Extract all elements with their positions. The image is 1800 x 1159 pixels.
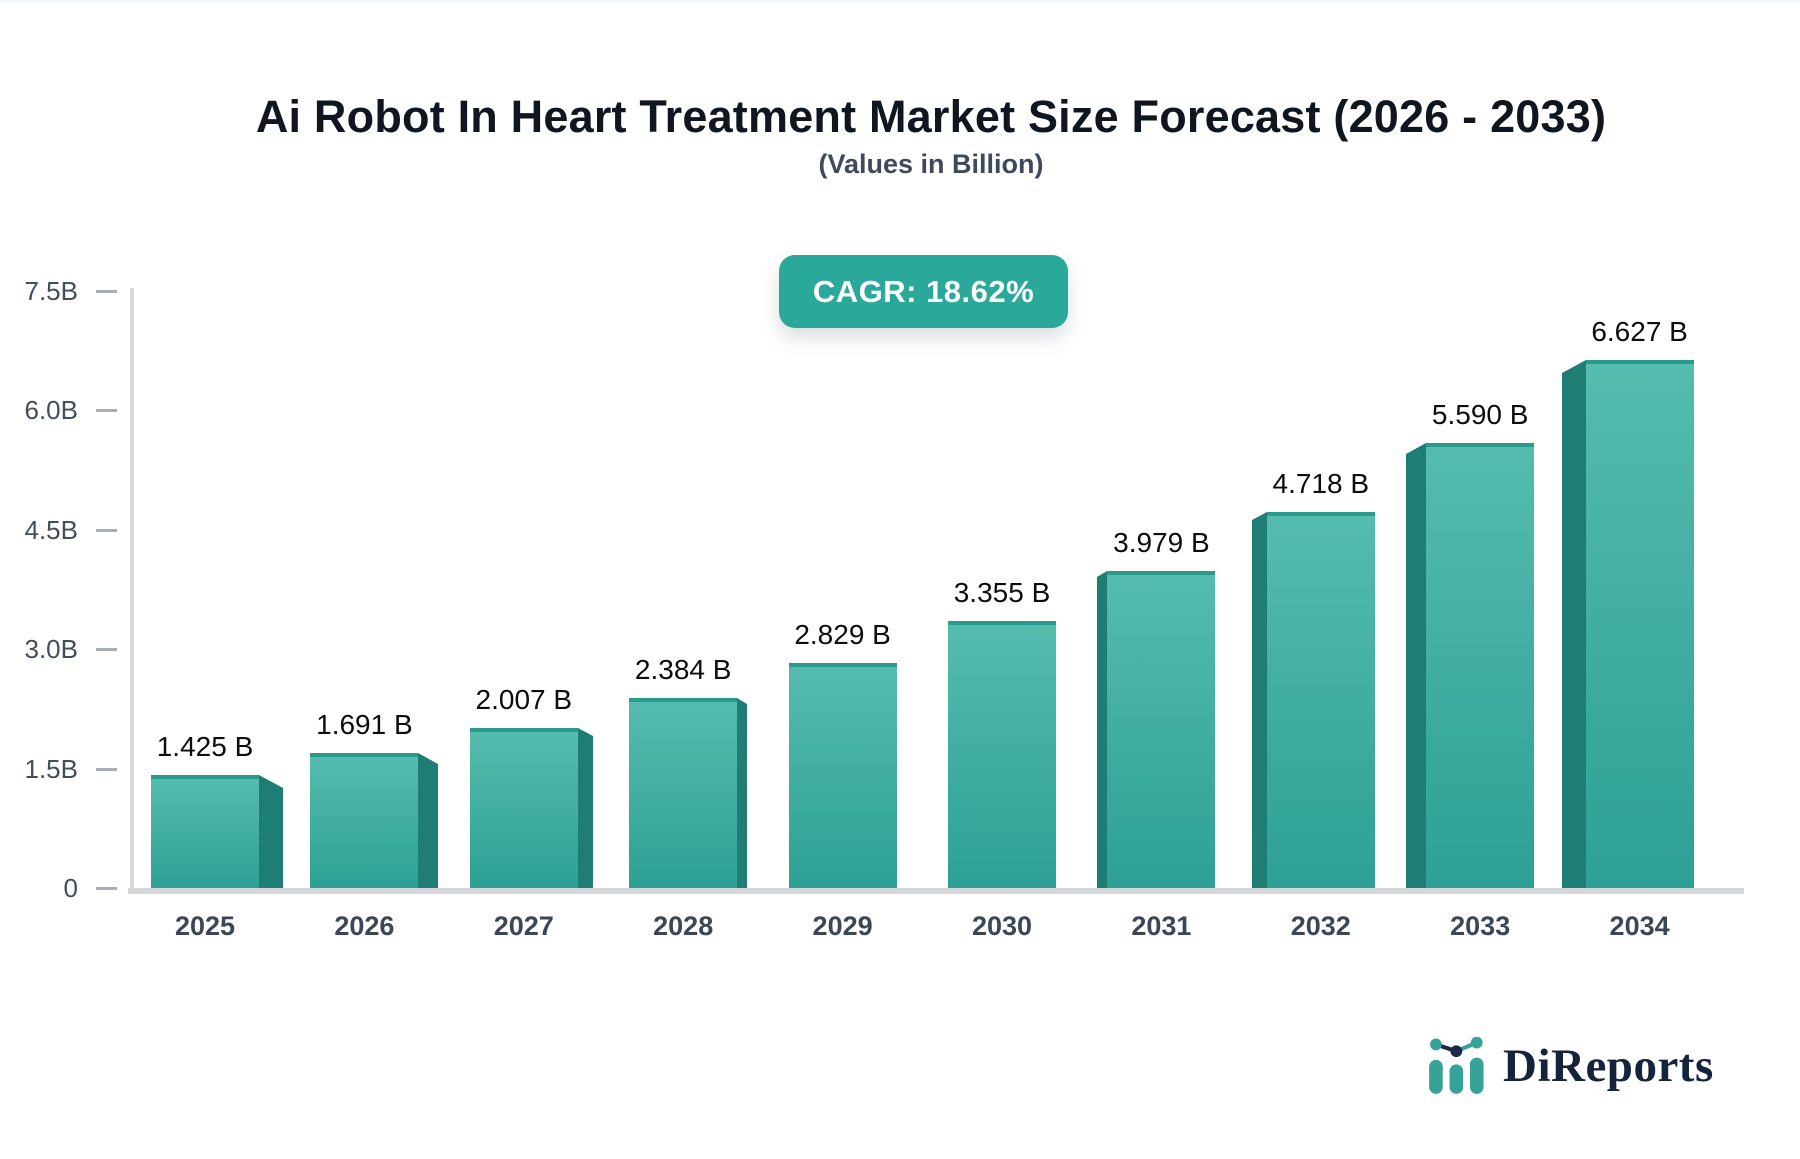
bar-2027: [470, 728, 578, 888]
x-axis-label-2033: 2033: [1450, 911, 1511, 941]
brand-chart-icon: [1429, 1037, 1484, 1094]
chart-subtitle: (Values in Billion): [818, 149, 1044, 179]
y-axis-tick-mark: [96, 648, 117, 652]
bar-value-label: 6.627 B: [1591, 316, 1688, 347]
y-axis-tick-mark: [96, 409, 117, 413]
bar-value-label: 5.590 B: [1431, 399, 1529, 430]
y-axis-tick-label: 6.0B: [24, 395, 79, 426]
y-axis-tick-mark: [96, 528, 117, 532]
bar-side-face: [418, 753, 438, 888]
y-axis-tick-label: 0: [63, 873, 78, 903]
y-axis-tick-mark: [96, 767, 117, 771]
bar-value-label: 1.691 B: [316, 709, 413, 740]
x-axis-label-2029: 2029: [812, 911, 873, 941]
bar-2030: [948, 621, 1056, 888]
bar-2025: [151, 775, 259, 888]
x-axis-label-2034: 2034: [1609, 911, 1670, 941]
bar-value-label: 3.355 B: [953, 577, 1051, 608]
bar-value-label: 1.425 B: [156, 731, 254, 762]
bar-value-label: 2.829 B: [794, 619, 891, 650]
bar-2026: [310, 753, 418, 888]
y-axis-tick-label: 7.5B: [24, 276, 79, 306]
bar-side-face: [1562, 360, 1586, 888]
x-axis-label-2032: 2032: [1290, 911, 1351, 941]
y-axis-tick-label: 4.5B: [24, 514, 79, 545]
x-axis-label-2025: 2025: [174, 911, 236, 941]
bar-side-face: [1406, 443, 1426, 888]
bar-2034: [1586, 360, 1694, 888]
x-axis-label-2031: 2031: [1131, 911, 1192, 941]
bar-2031: [1107, 571, 1215, 888]
bar-value-label: 2.007 B: [475, 684, 573, 715]
x-axis-label-2028: 2028: [653, 911, 714, 941]
x-axis-label-2030: 2030: [971, 911, 1033, 941]
bar-2032: [1267, 512, 1375, 888]
x-axis-label-2026: 2026: [334, 911, 395, 941]
bar-value-label: 4.718 B: [1272, 468, 1370, 499]
plot-area: 0 1.5B 3.0B 4.5B 6.0B 7.5B 1.425 B 2025 1.691 B…: [0, 3, 1800, 1159]
x-axis-label-2027: 2027: [493, 911, 554, 941]
chart-title: Ai Robot In Heart Treatment Market Size …: [255, 91, 1607, 142]
bar-2033: [1426, 443, 1534, 888]
bar-side-face: [578, 728, 593, 888]
cagr-badge: CAGR: 18.62%: [779, 255, 1068, 328]
y-axis-tick-label: 1.5B: [24, 753, 79, 784]
brand-logo: DiReports: [1428, 1037, 1714, 1094]
bar-side-face: [1252, 512, 1267, 888]
bar-value-label: 2.384 B: [634, 654, 732, 685]
y-axis-tick-label: 3.0B: [24, 634, 79, 665]
y-axis-tick-mark: [96, 887, 117, 890]
bar-2029: [789, 663, 897, 888]
x-axis-line: [128, 888, 1744, 894]
bar-side-face: [259, 775, 283, 888]
bar-side-face: [1097, 571, 1107, 888]
bar-2028: [629, 698, 737, 888]
bar-value-label: 3.979 B: [1113, 527, 1210, 558]
bar-side-face: [737, 698, 747, 888]
y-axis-line: [130, 288, 134, 890]
y-axis-tick-mark: [96, 290, 117, 293]
brand-logo-text: DiReports: [1503, 1040, 1714, 1092]
cagr-badge-label: CAGR: 18.62%: [812, 273, 1035, 309]
